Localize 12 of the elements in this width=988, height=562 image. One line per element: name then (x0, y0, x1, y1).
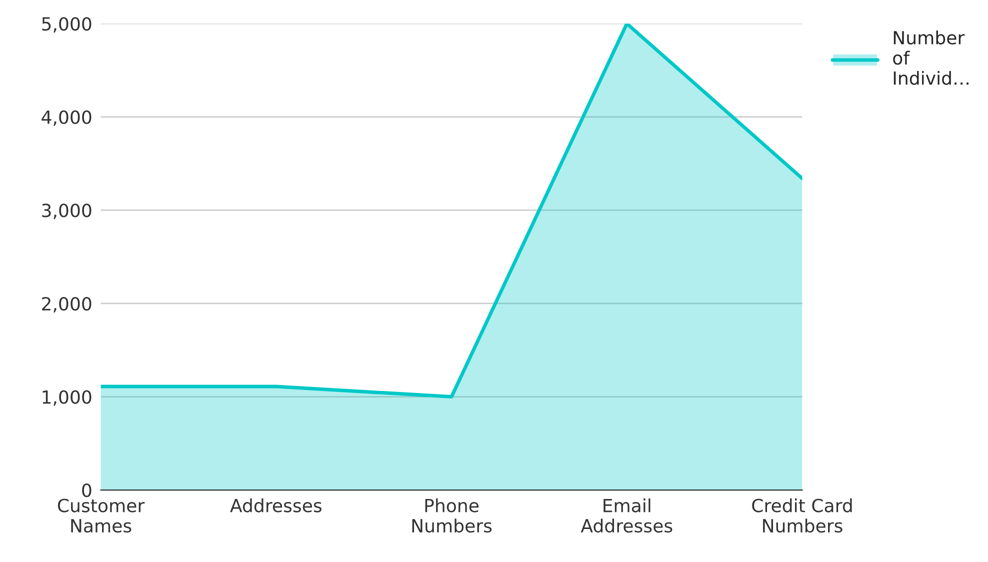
x-tick-label: Customer Names (58, 498, 145, 533)
x-tick-label: Phone Numbers (412, 498, 492, 533)
x-tick-label: Addresses (230, 498, 322, 512)
y-tick-label: 5,000 (42, 17, 92, 33)
y-tick-label: 1,000 (42, 390, 92, 406)
y-tick-label: 2,000 (42, 296, 92, 312)
y-tick-label: 4,000 (42, 110, 92, 126)
y-tick-label: 3,000 (42, 204, 92, 220)
legend-label: Number of Individ… (893, 30, 969, 85)
x-tick-label: Email Addresses (580, 498, 672, 533)
y-tick-label: 0 (82, 484, 92, 498)
x-tick-label: Credit Card Numbers (752, 498, 852, 533)
